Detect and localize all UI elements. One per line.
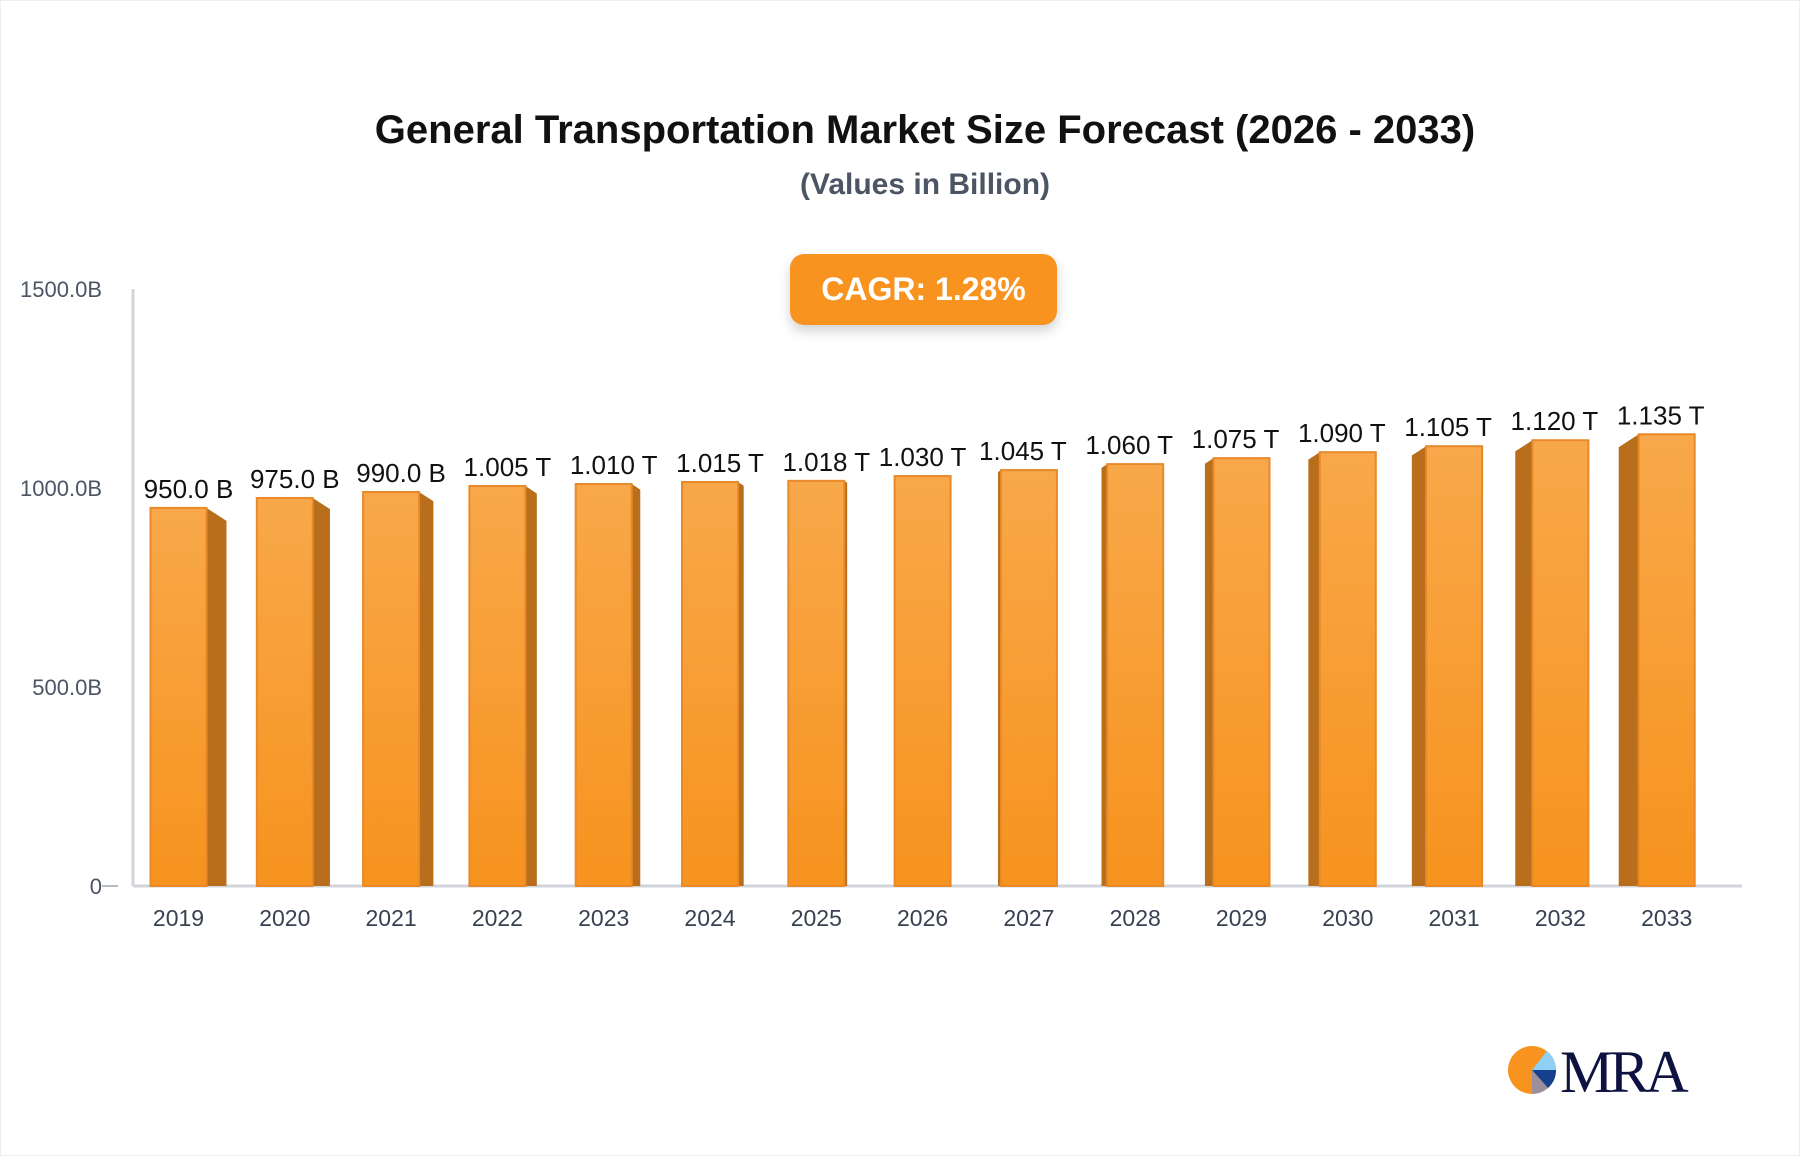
bar bbox=[893, 475, 952, 887]
bar-group: 1.018 T 2025 bbox=[782, 447, 870, 931]
bar-side bbox=[1515, 440, 1533, 886]
x-tick-label: 2020 bbox=[259, 905, 310, 931]
x-tick-label: 2029 bbox=[1216, 905, 1267, 931]
bar-group: 1.030 T 2026 bbox=[879, 442, 967, 931]
x-tick-label: 2033 bbox=[1641, 905, 1692, 931]
bar bbox=[999, 469, 1058, 887]
y-tick-label: 0 bbox=[90, 874, 102, 899]
data-label: 1.075 T bbox=[1192, 424, 1280, 454]
x-tick-label: 2022 bbox=[472, 905, 523, 931]
bar bbox=[1531, 439, 1590, 887]
data-label: 990.0 B bbox=[356, 458, 446, 488]
data-label: 1.060 T bbox=[1085, 430, 1173, 460]
bar-group: 1.005 T 2022 bbox=[464, 452, 552, 931]
bar-side bbox=[1618, 434, 1639, 886]
data-label: 1.015 T bbox=[676, 448, 764, 478]
bar-group: 975.0 B 2020 bbox=[250, 464, 340, 931]
bar-side bbox=[738, 482, 744, 886]
data-label: 975.0 B bbox=[250, 464, 340, 494]
bar bbox=[1212, 457, 1271, 887]
data-label: 950.0 B bbox=[144, 474, 234, 504]
data-label: 1.005 T bbox=[464, 452, 552, 482]
data-label: 1.120 T bbox=[1511, 406, 1599, 436]
bar-group: 1.060 T 2028 bbox=[1085, 430, 1173, 931]
bar-group: 1.120 T 2032 bbox=[1511, 406, 1599, 931]
x-tick-label: 2032 bbox=[1535, 905, 1586, 931]
bar bbox=[787, 479, 846, 887]
cagr-badge: CAGR: 1.28% bbox=[790, 254, 1057, 325]
bar bbox=[149, 506, 208, 887]
bar-side bbox=[419, 491, 434, 886]
data-label: 1.090 T bbox=[1298, 418, 1386, 448]
bar bbox=[1637, 433, 1696, 887]
x-tick-label: 2024 bbox=[684, 905, 735, 931]
mra-logo: MRA bbox=[1508, 1040, 1692, 1100]
data-label: 1.030 T bbox=[879, 442, 967, 472]
bar-group: 1.135 T 2033 bbox=[1617, 400, 1705, 931]
bar bbox=[1106, 463, 1165, 887]
x-tick-label: 2027 bbox=[1003, 905, 1054, 931]
y-tick-label: 500.0B bbox=[32, 675, 102, 700]
bar bbox=[1425, 445, 1484, 887]
y-tick-label: 1000.0B bbox=[20, 476, 102, 501]
bar-group: 990.0 B 2021 bbox=[356, 458, 446, 931]
chart-title: General Transportation Market Size Forec… bbox=[374, 108, 1476, 152]
x-tick-label: 2026 bbox=[897, 905, 948, 931]
chart-subtitle: (Values in Billion) bbox=[799, 168, 1051, 201]
bar-group: 1.045 T 2027 bbox=[979, 436, 1067, 931]
bar-side bbox=[525, 486, 537, 886]
bar bbox=[468, 485, 527, 887]
bar-side bbox=[1204, 458, 1214, 886]
bar bbox=[362, 490, 421, 887]
x-tick-label: 2021 bbox=[366, 905, 417, 931]
x-tick-label: 2031 bbox=[1429, 905, 1480, 931]
x-tick-label: 2019 bbox=[153, 905, 204, 931]
bar-side bbox=[206, 507, 227, 886]
data-label: 1.105 T bbox=[1404, 412, 1492, 442]
x-tick-label: 2023 bbox=[578, 905, 629, 931]
bar-side bbox=[312, 497, 330, 886]
bar-group: 1.015 T 2024 bbox=[676, 448, 764, 931]
data-label: 1.135 T bbox=[1617, 400, 1705, 430]
bar-side bbox=[1411, 446, 1427, 886]
x-tick-label: 2030 bbox=[1322, 905, 1373, 931]
bar bbox=[1318, 451, 1377, 887]
bar-side bbox=[1101, 464, 1108, 886]
bar bbox=[681, 481, 739, 887]
data-label: 1.018 T bbox=[782, 447, 870, 477]
bar-group: 950.0 B 2019 bbox=[144, 474, 234, 931]
bar-side bbox=[631, 484, 641, 886]
data-label: 1.045 T bbox=[979, 436, 1067, 466]
bar bbox=[255, 496, 314, 887]
bar-group: 1.090 T 2030 bbox=[1298, 418, 1386, 931]
x-tick-label: 2028 bbox=[1110, 905, 1161, 931]
bar bbox=[574, 483, 633, 887]
svg-text:MRA: MRA bbox=[1560, 1040, 1688, 1100]
data-label: 1.010 T bbox=[570, 450, 658, 480]
bar-group: 1.105 T 2031 bbox=[1404, 412, 1492, 931]
bar-group: 1.075 T 2029 bbox=[1192, 424, 1280, 931]
x-tick-label: 2025 bbox=[791, 905, 842, 931]
y-tick-label: 1500.0B bbox=[20, 277, 102, 302]
bar-side bbox=[1308, 452, 1320, 886]
bar-group: 1.010 T 2023 bbox=[570, 450, 658, 931]
